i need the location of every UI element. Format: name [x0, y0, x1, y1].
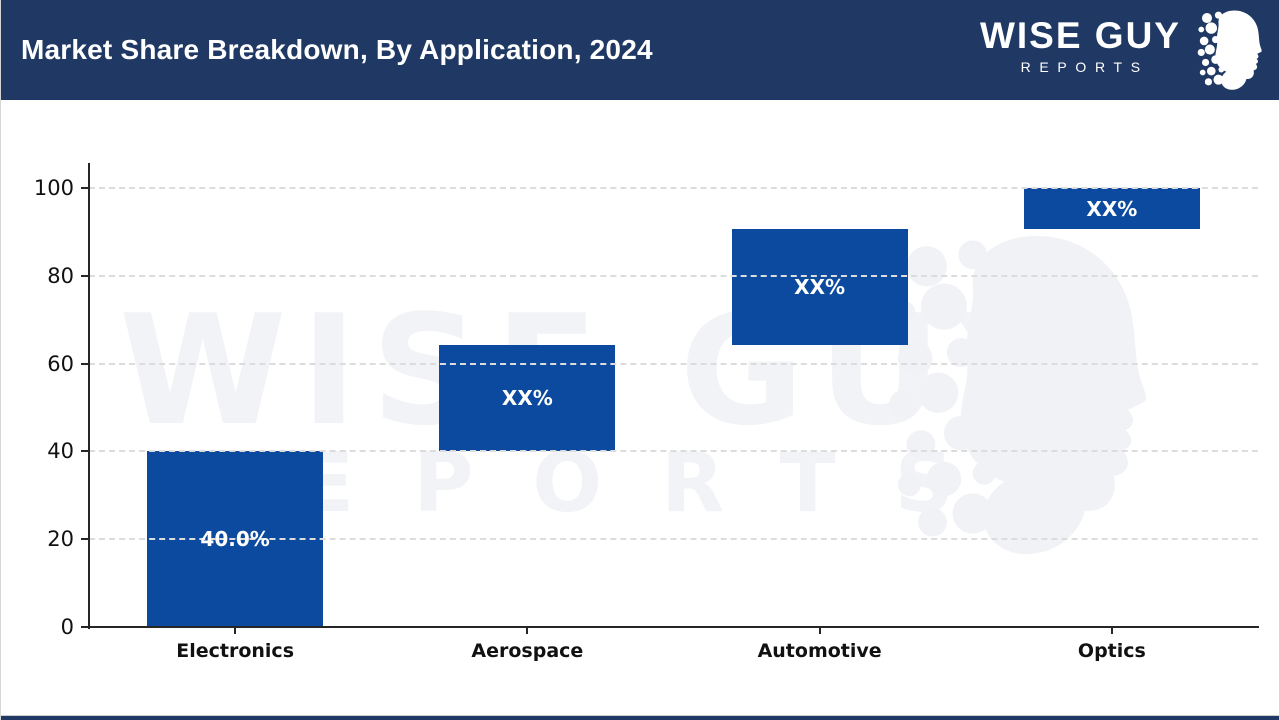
gridline-100: [89, 187, 1258, 189]
gridline-40: [89, 450, 1258, 453]
header: Market Share Breakdown, By Application, …: [1, 0, 1279, 100]
xtick-mark-automotive: [818, 627, 821, 634]
footer-bar: [1, 716, 1279, 720]
page-title: Market Share Breakdown, By Application, …: [21, 34, 653, 65]
bar-optics: [1023, 188, 1200, 230]
ytick-label-20: 20: [47, 527, 74, 552]
ytick-mark-80: [81, 274, 88, 277]
ytick-label-80: 80: [47, 263, 74, 288]
xtick-label-automotive: Automotive: [757, 640, 882, 662]
logo-head-icon: [1187, 8, 1275, 94]
x-axis: [88, 626, 1259, 628]
gridline-20: [89, 538, 1258, 541]
ytick-label-60: 60: [47, 351, 74, 376]
logo-text-wise-guy: WISE GUY: [979, 15, 1181, 56]
ytick-label-100: 100: [33, 176, 74, 200]
ytick-mark-0: [81, 626, 88, 628]
logo-text-reports: REPORTS: [1020, 58, 1149, 75]
gridline-80: [89, 274, 1258, 277]
ytick-mark-100: [81, 187, 88, 189]
ytick-mark-40: [81, 450, 88, 453]
ytick-mark-20: [81, 538, 88, 541]
y-axis: [88, 163, 90, 629]
xtick-label-aerospace: Aerospace: [471, 640, 584, 662]
ytick-label-0: 0: [60, 615, 74, 639]
bar-automotive: [731, 229, 908, 346]
xtick-label-optics: Optics: [1077, 640, 1146, 662]
ytick-label-40: 40: [47, 439, 74, 464]
bottom-hairline: [1, 715, 1279, 716]
bar-value-label-electronics: 40.0%: [200, 527, 270, 552]
xtick-mark-optics: [1110, 627, 1113, 634]
bar-value-label-aerospace: XX%: [501, 386, 553, 411]
ytick-mark-60: [81, 362, 88, 365]
xtick-mark-aerospace: [526, 627, 529, 634]
xtick-mark-electronics: [234, 627, 237, 634]
gridline-60: [89, 362, 1258, 365]
wise-guy-logo: WISE GUY REPORTS: [979, 15, 1181, 75]
bar-value-label-optics: XX%: [1086, 196, 1138, 221]
xtick-label-electronics: Electronics: [176, 640, 295, 662]
bar-value-label-automotive: XX%: [794, 275, 846, 300]
